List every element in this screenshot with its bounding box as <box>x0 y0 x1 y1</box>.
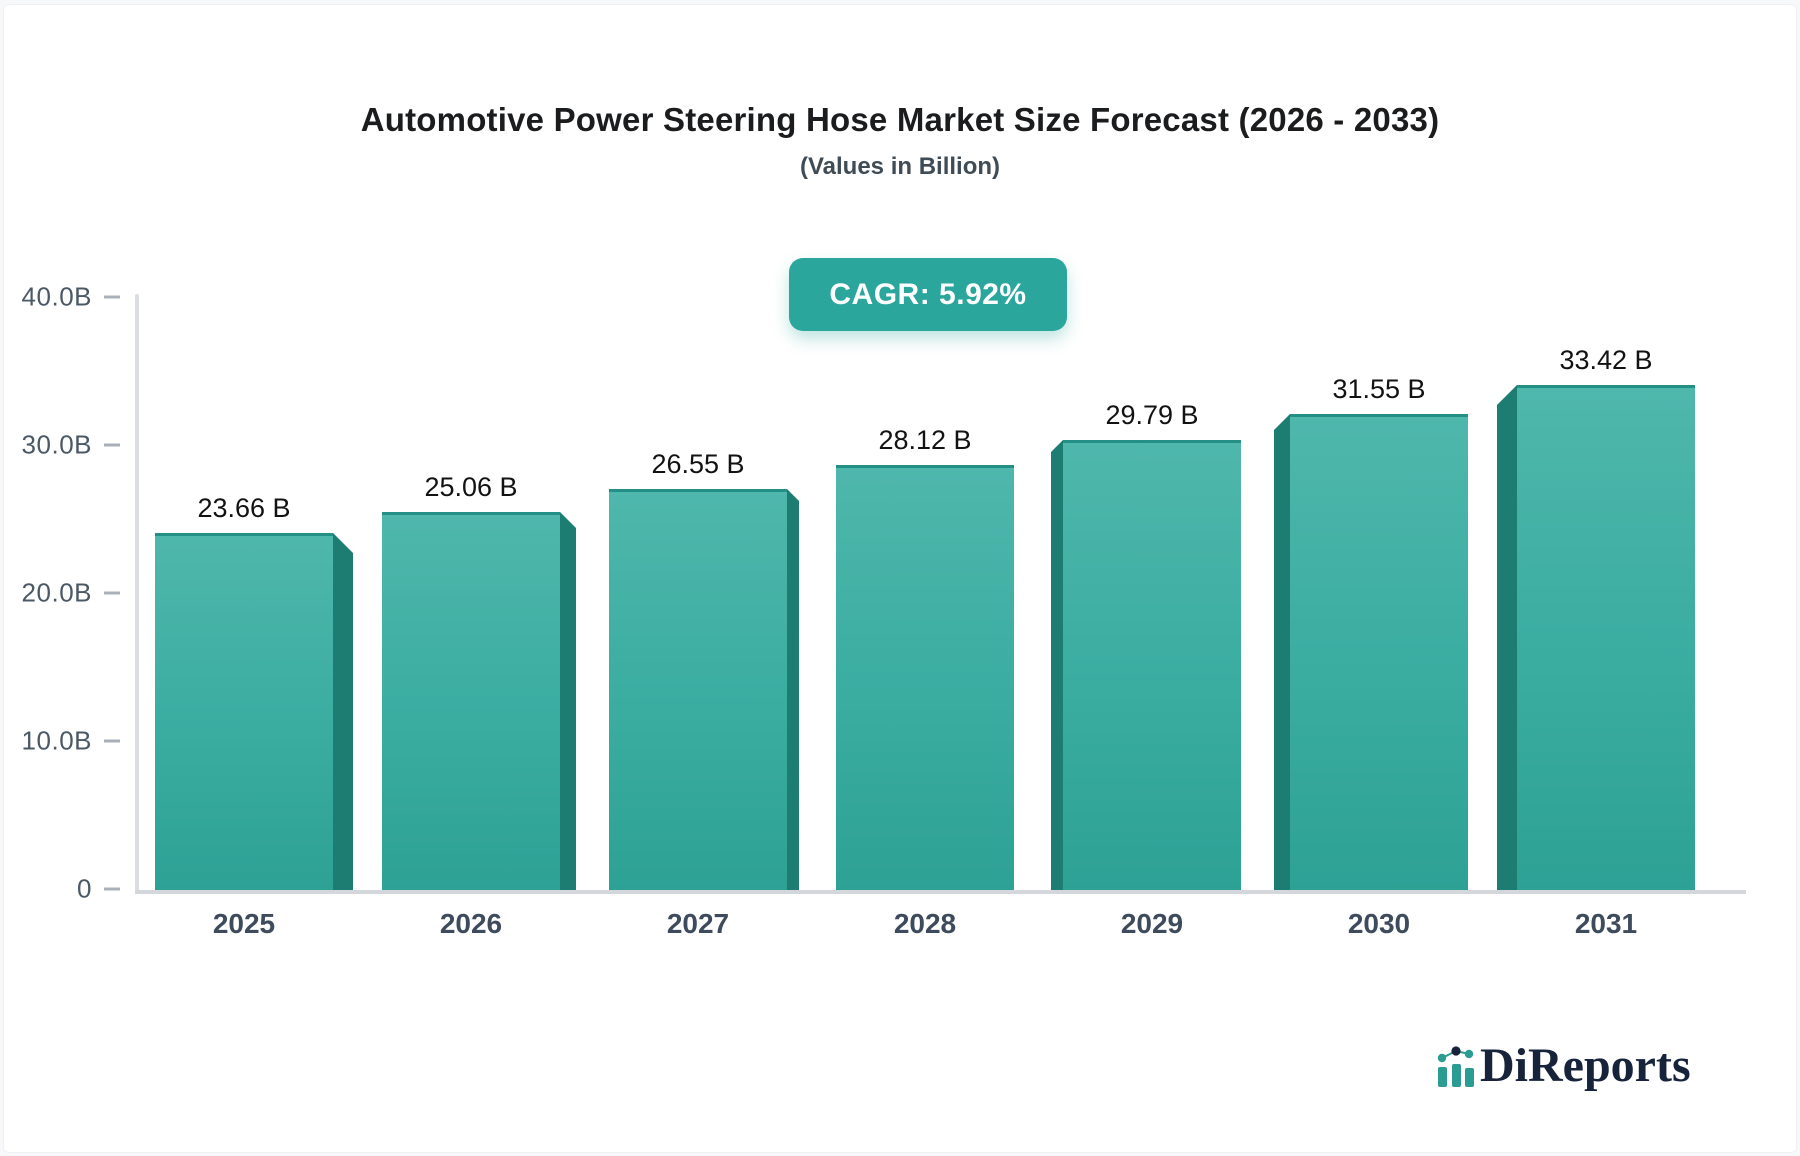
bar-value-label: 28.12 B <box>878 425 972 455</box>
bar-2027 <box>609 489 787 890</box>
chart-card: Automotive Power Steering Hose Market Si… <box>3 4 1797 1153</box>
x-axis-label-2025: 2025 <box>212 908 276 939</box>
bar-2031 <box>1517 385 1695 890</box>
y-tick-mark <box>104 887 120 891</box>
direports-logo-icon <box>1437 1046 1474 1087</box>
cagr-badge-label: CAGR: 5.92% <box>829 277 1027 311</box>
x-axis-label-2027: 2027 <box>666 908 730 939</box>
bar-side-2029 <box>1051 440 1063 890</box>
x-axis-line <box>135 890 1746 894</box>
bar-side-2031 <box>1497 385 1517 890</box>
bar-value-label: 26.55 B <box>651 449 745 479</box>
bar-value-label: 33.42 B <box>1559 345 1653 375</box>
cagr-badge: CAGR: 5.92% <box>789 258 1067 331</box>
brand-name: DiReports <box>1480 1039 1691 1092</box>
bar-side-2030 <box>1274 414 1290 890</box>
y-tick-label: 30.0B <box>21 429 92 460</box>
y-tick-label: 10.0B <box>21 725 92 756</box>
bar-value-label: 31.55 B <box>1332 374 1426 404</box>
y-tick-mark <box>104 443 120 447</box>
bar-value-label: 23.66 B <box>197 493 291 523</box>
y-tick-label: 0 <box>77 873 92 904</box>
brand-logo: DiReports <box>1434 1039 1691 1092</box>
y-axis-line <box>135 294 139 894</box>
bar-2030 <box>1290 414 1468 890</box>
bar-value-label: 29.79 B <box>1105 400 1199 430</box>
bar-side-2025 <box>333 533 353 890</box>
bar-value-label: 25.06 B <box>424 472 518 502</box>
chart-title: Automotive Power Steering Hose Market Si… <box>360 101 1440 138</box>
x-axis-label-2030: 2030 <box>1347 908 1411 939</box>
bar-side-2026 <box>560 512 576 890</box>
x-axis-label-2026: 2026 <box>439 908 503 939</box>
x-axis-label-2031: 2031 <box>1574 908 1638 939</box>
y-tick-label: 20.0B <box>21 577 92 608</box>
bar-side-2027 <box>787 489 799 890</box>
bar-2028 <box>836 465 1014 890</box>
bar-2025 <box>155 533 333 890</box>
bar-2029 <box>1063 440 1241 890</box>
x-axis-label-2028: 2028 <box>893 908 957 939</box>
y-tick-label: 40.0B <box>21 281 92 312</box>
y-tick-mark <box>104 591 120 595</box>
x-axis-label-2029: 2029 <box>1120 908 1184 939</box>
y-tick-mark <box>104 739 120 743</box>
y-tick-mark <box>104 295 120 299</box>
bar-2026 <box>382 512 560 890</box>
chart-subtitle: (Values in Billion) <box>799 153 1001 180</box>
